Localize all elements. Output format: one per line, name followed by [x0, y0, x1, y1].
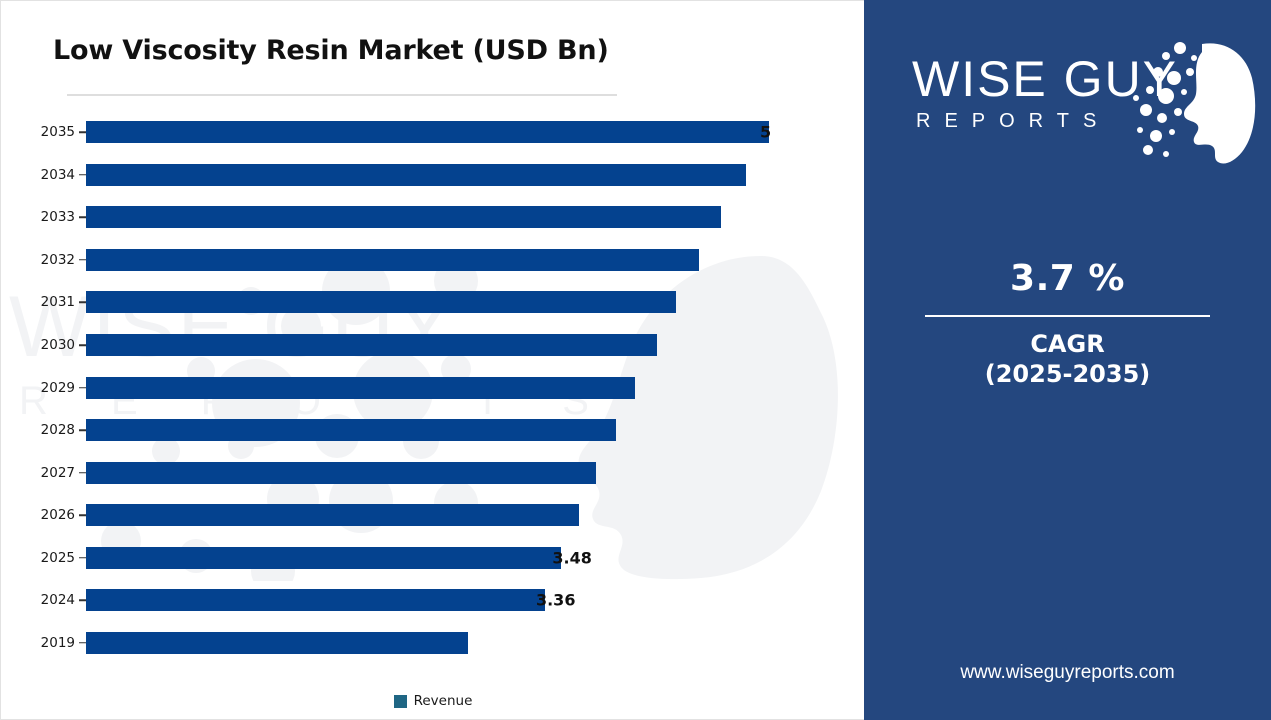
- plot-area: 2035 5 2034 2033 2032 2031 2030 2029 2028 2027 202…: [1, 111, 864, 656]
- y-axis-tick-mark: [79, 259, 86, 261]
- chart-row: 2035 5: [1, 111, 864, 154]
- y-axis-tick-mark: [79, 471, 86, 474]
- logo-text-reports: REPORTS: [916, 110, 1111, 132]
- y-axis-tick-mark: [79, 429, 86, 431]
- chart-row: 2026: [1, 494, 864, 537]
- cagr-divider: [925, 315, 1210, 317]
- chart-row: 2032: [1, 239, 864, 282]
- bar-revenue[interactable]: [86, 121, 769, 144]
- title-divider: [67, 94, 617, 96]
- chart-row: 2034: [1, 154, 864, 197]
- y-axis-tick-label: 2028: [40, 422, 75, 439]
- y-axis-tick-label: 2025: [40, 549, 75, 566]
- bar-revenue[interactable]: [86, 163, 746, 186]
- logo-text-wiseguy: WISE GUY: [912, 51, 1179, 107]
- y-axis-tick-label: 2032: [40, 251, 75, 268]
- bar-revenue[interactable]: [86, 546, 562, 569]
- bar-value-label: 3.36: [535, 590, 576, 610]
- website-url: www.wiseguyreports.com: [960, 662, 1175, 683]
- cagr-period: (2025-2035): [984, 360, 1151, 388]
- y-axis-tick-label: 2019: [40, 634, 75, 651]
- cagr-label: CAGR: [1030, 330, 1105, 358]
- y-axis-tick-mark: [79, 557, 86, 559]
- chart-row: 2031: [1, 281, 864, 324]
- y-axis-tick-label: 2029: [40, 379, 75, 396]
- chart-row: 2025 3.48: [1, 537, 864, 580]
- y-axis-tick-label: 2030: [40, 337, 75, 354]
- bar-revenue[interactable]: [86, 589, 545, 612]
- bar-revenue[interactable]: [86, 248, 700, 271]
- y-axis-tick-label: 2031: [40, 294, 75, 311]
- bar-revenue[interactable]: [86, 461, 596, 484]
- bar-revenue[interactable]: [86, 334, 657, 357]
- y-axis-tick-mark: [79, 386, 86, 389]
- legend-swatch-revenue: [393, 694, 407, 708]
- chart-legend: Revenue: [1, 693, 864, 709]
- chart-row: 2019: [1, 622, 864, 665]
- cagr-block: 3.7 % CAGR (2025-2035): [864, 258, 1271, 389]
- chart-row: 2028: [1, 409, 864, 452]
- chart-row: 2024 3.36: [1, 579, 864, 622]
- bar-revenue[interactable]: [86, 376, 636, 399]
- y-axis-tick-label: 2027: [40, 464, 75, 481]
- legend-label-revenue: Revenue: [413, 693, 473, 709]
- y-axis-tick-label: 2026: [40, 507, 75, 524]
- bar-revenue[interactable]: [86, 631, 469, 654]
- wiseguy-logo: WISE GUY REPORTS: [878, 42, 1258, 172]
- chart-row: 2033: [1, 196, 864, 239]
- y-axis-tick-mark: [79, 344, 86, 346]
- y-axis-tick-mark: [79, 174, 86, 176]
- bar-revenue[interactable]: [86, 419, 616, 442]
- bar-revenue[interactable]: [86, 504, 580, 527]
- chart-row: 2027: [1, 451, 864, 494]
- y-axis-tick-mark: [79, 216, 86, 219]
- y-axis-tick-mark: [79, 514, 86, 516]
- y-axis-tick-label: 2034: [40, 166, 75, 183]
- y-axis-tick-label: 2033: [40, 209, 75, 226]
- y-axis-tick-mark: [79, 642, 86, 644]
- bar-value-label: 3.48: [552, 548, 592, 568]
- chart-title: Low Viscosity Resin Market (USD Bn): [53, 35, 609, 66]
- bar-revenue[interactable]: [86, 206, 722, 229]
- brand-panel: WISE GUY REPORTS 3.7 %: [864, 0, 1271, 720]
- chart-panel: WISE GUY R E P O R T S Low Viscosity Res…: [0, 0, 864, 720]
- y-axis-tick-mark: [79, 131, 86, 134]
- chart-row: 2030: [1, 324, 864, 367]
- logo-head-icon: [1133, 42, 1256, 164]
- y-axis-tick-mark: [79, 599, 86, 602]
- chart-row: 2029: [1, 366, 864, 409]
- y-axis-tick-label: 2024: [40, 592, 75, 609]
- bar-revenue[interactable]: [86, 291, 677, 314]
- y-axis-tick-mark: [79, 301, 86, 304]
- cagr-value: 3.7 %: [1010, 258, 1125, 299]
- y-axis-tick-label: 2035: [40, 124, 75, 141]
- bar-value-label: 5: [760, 122, 772, 142]
